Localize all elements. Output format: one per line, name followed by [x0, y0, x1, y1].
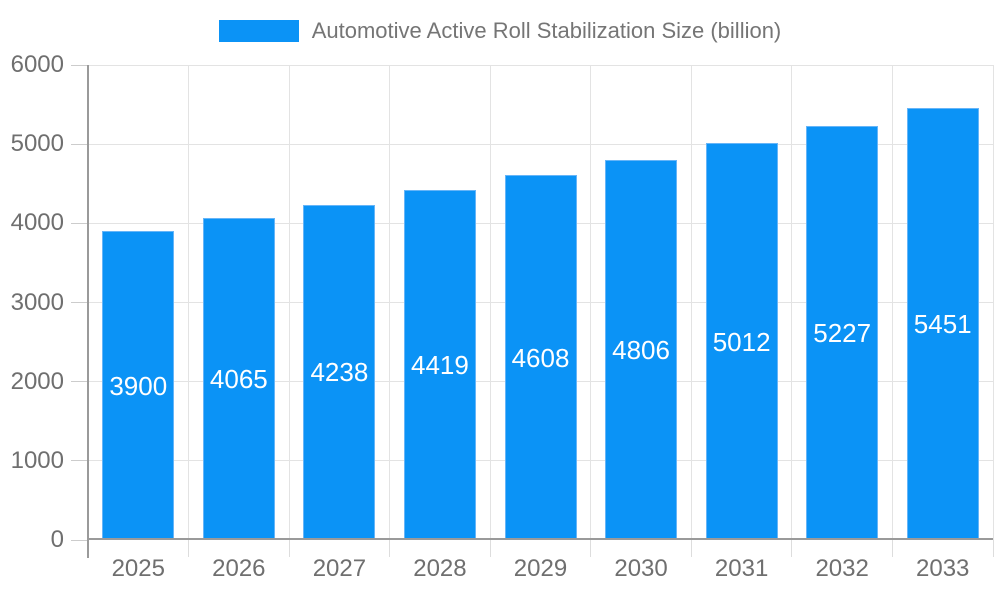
x-axis-tick [590, 540, 592, 557]
bar-2026[interactable] [202, 218, 275, 540]
x-tick-label: 2033 [916, 555, 970, 582]
y-axis-line [87, 65, 89, 558]
x-tick-label: 2032 [815, 555, 869, 582]
y-axis-tick [71, 381, 88, 383]
x-tick-label: 2025 [111, 555, 165, 582]
x-axis-tick [992, 540, 994, 557]
y-tick-label: 5000 [10, 130, 64, 158]
x-axis-tick [489, 540, 491, 557]
bar-2031[interactable] [705, 143, 778, 540]
y-tick-label: 1000 [10, 446, 64, 474]
y-axis-tick [71, 64, 88, 66]
bar-2028[interactable] [403, 190, 476, 540]
x-axis-tick [690, 540, 692, 557]
gridline-h [88, 143, 993, 145]
x-axis-tick [791, 540, 793, 557]
y-tick-label: 6000 [10, 51, 64, 78]
x-axis-line [88, 538, 993, 540]
y-axis-tick [71, 143, 88, 145]
gridline-v [590, 65, 592, 540]
gridline-v [489, 65, 491, 540]
gridline-v [188, 65, 190, 540]
x-axis-tick [288, 540, 290, 557]
y-axis-tick [71, 539, 88, 541]
plot-area: 3900 4065 4238 4419 4608 4806 5012 5227 5451 0 10… [11, 52, 994, 582]
y-tick-label: 0 [50, 526, 64, 553]
chart-legend[interactable]: Automotive Active Roll Stabilization Siz… [0, 17, 1000, 45]
bar-2030[interactable] [605, 159, 678, 540]
y-axis-tick [71, 460, 88, 462]
y-tick-label: 3000 [10, 288, 64, 316]
y-tick-label: 2000 [10, 367, 64, 395]
bar-2029[interactable] [504, 175, 577, 540]
gridline-v [992, 65, 994, 540]
gridline-v [288, 65, 290, 540]
x-tick-label: 2030 [614, 555, 668, 582]
x-axis-tick [188, 540, 190, 557]
x-tick-label: 2029 [513, 555, 568, 582]
y-tick-label: 4000 [10, 209, 64, 237]
y-axis-tick [71, 222, 88, 224]
gridline-v [690, 65, 692, 540]
x-tick-label: 2027 [312, 555, 367, 582]
gridline-v [389, 65, 391, 540]
x-tick-label: 2031 [714, 555, 769, 582]
x-axis-tick [389, 540, 391, 557]
bar-2033[interactable] [906, 108, 979, 540]
bar-2032[interactable] [806, 126, 879, 540]
x-axis-tick [891, 540, 893, 557]
legend-swatch-icon [218, 20, 299, 42]
legend-label: Automotive Active Roll Stabilization Siz… [311, 18, 782, 43]
bar-2027[interactable] [303, 204, 376, 540]
gridline-v [791, 65, 793, 540]
bar-2025[interactable] [102, 231, 175, 540]
gridline-v [891, 65, 893, 540]
x-tick-label: 2028 [413, 555, 467, 582]
x-tick-label: 2026 [212, 555, 266, 582]
y-axis-tick [71, 302, 88, 303]
gridline-h [88, 64, 993, 66]
